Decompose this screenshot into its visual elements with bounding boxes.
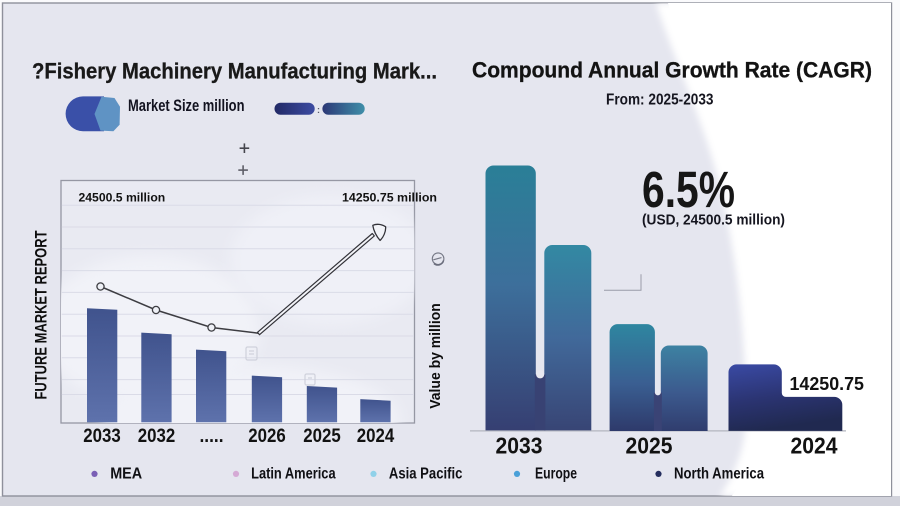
svg-text:Value by million: Value by million <box>428 303 444 409</box>
svg-text:2032: 2032 <box>138 425 176 447</box>
svg-text:FUTURE MARKET REPORT: FUTURE MARKET REPORT <box>32 230 51 399</box>
svg-text:Market Size million: Market Size million <box>128 96 245 115</box>
svg-text:2025: 2025 <box>626 433 673 459</box>
svg-text:2033: 2033 <box>83 425 121 447</box>
svg-text:2024: 2024 <box>791 433 838 459</box>
svg-text:Asia Pacific: Asia Pacific <box>389 465 463 482</box>
svg-text:14250.75: 14250.75 <box>790 373 865 394</box>
svg-text:North America: North America <box>674 465 764 482</box>
svg-text:Europe: Europe <box>535 465 577 482</box>
svg-text:6.5%: 6.5% <box>642 161 735 218</box>
svg-text:24500.5 million: 24500.5 million <box>79 191 166 205</box>
svg-text:Compound Annual Growth Rate (C: Compound Annual Growth Rate (CAGR) <box>472 58 872 83</box>
svg-text:2024: 2024 <box>357 425 395 447</box>
svg-text:2033: 2033 <box>496 433 543 459</box>
svg-text:(USD, 24500.5 million): (USD, 24500.5 million) <box>642 213 785 229</box>
svg-text:2025: 2025 <box>303 425 341 447</box>
svg-text:?Fishery Machinery Manufacturi: ?Fishery Machinery Manufacturing Mark... <box>32 59 437 84</box>
svg-text:From: 2025-2033: From: 2025-2033 <box>606 92 714 109</box>
svg-text:.....: ..... <box>200 425 224 447</box>
svg-text:Latin America: Latin America <box>251 465 336 482</box>
svg-text:MEA: MEA <box>110 465 142 482</box>
svg-text:14250.75 million: 14250.75 million <box>342 191 437 205</box>
svg-text::: : <box>317 105 320 115</box>
svg-text:2026: 2026 <box>248 425 286 447</box>
